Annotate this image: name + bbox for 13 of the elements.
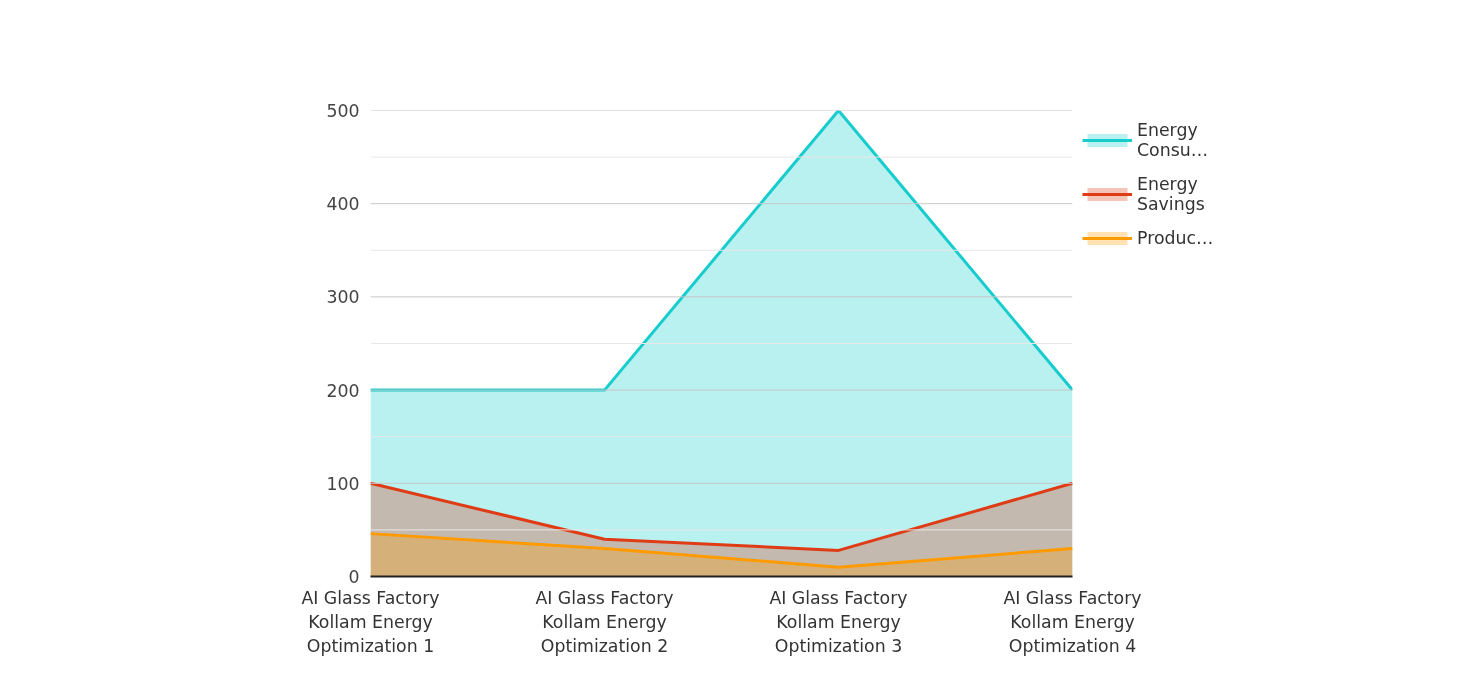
legend-label: Energy Savings [1137, 174, 1205, 214]
y-tick-label: 0 [348, 567, 360, 587]
x-tick-label: AI Glass Factory Kollam Energy Optimization 3 [769, 587, 908, 656]
legend-label: Produc… [1137, 228, 1214, 248]
y-tick-label: 300 [326, 287, 360, 308]
y-tick-label: 500 [326, 101, 360, 121]
legend-label: Energy Consu… [1137, 120, 1209, 160]
x-tick-label: AI Glass Factory Kollam Energy Optimization 4 [1003, 587, 1142, 656]
y-tick-label: 100 [326, 473, 360, 494]
y-tick-label: 400 [326, 194, 360, 215]
x-tick-label: AI Glass Factory Kollam Energy Optimization 1 [301, 587, 440, 656]
x-tick-label: AI Glass Factory Kollam Energy Optimization 2 [535, 587, 674, 656]
y-tick-label: 200 [326, 380, 360, 401]
